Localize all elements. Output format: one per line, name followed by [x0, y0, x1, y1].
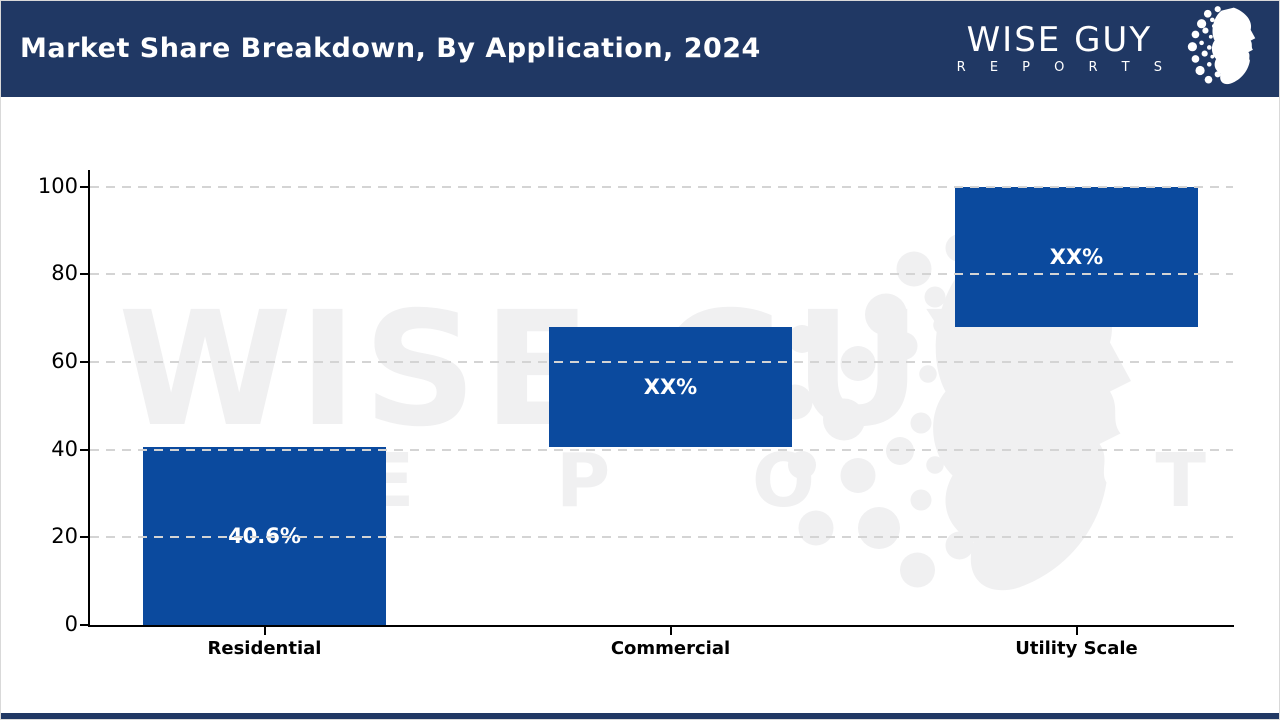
y-tick-label-20: 20: [51, 524, 78, 549]
watermark-face-icon: [777, 234, 1131, 591]
footer-bar: [0, 713, 1280, 720]
y-tick-mark-80: [80, 273, 88, 276]
x-tick-mark-2: [669, 627, 672, 635]
y-axis-line: [88, 170, 90, 627]
gridline-60: [90, 360, 1233, 363]
gridline-20: [90, 536, 1233, 539]
y-tick-mark-60: [80, 360, 88, 363]
y-tick-label-80: 80: [51, 261, 78, 286]
y-tick-label-100: 100: [37, 173, 78, 198]
logo-text: WISE GUY R E P O R T S: [947, 23, 1172, 74]
bar-commercial: XX%: [549, 326, 792, 447]
page-title: Market Share Breakdown, By Application, …: [20, 33, 761, 64]
logo-face-icon: [1187, 5, 1256, 84]
header-bar: Market Share Breakdown, By Application, …: [0, 0, 1280, 97]
x-tick-label-3: Utility Scale: [1015, 638, 1138, 659]
bar-residential: 40.6%: [143, 446, 386, 625]
x-tick-label-1: Residential: [207, 638, 322, 659]
gridline-40: [90, 448, 1233, 451]
gridline-80: [90, 273, 1233, 276]
x-tick-mark-3: [1075, 627, 1078, 635]
x-tick-label-2: Commercial: [610, 638, 731, 659]
gridline-100: [90, 185, 1233, 188]
y-tick-mark-0: [80, 624, 88, 626]
y-tick-label-0: 0: [64, 612, 78, 636]
x-tick-mark-1: [263, 627, 266, 635]
wise-guy-reports-logo: WISE GUY R E P O R T S: [947, 3, 1280, 95]
bar-value-label: XX%: [643, 374, 698, 399]
bar-utility-scale: XX%: [955, 186, 1198, 327]
logo-wise-guy-text: WISE GUY: [966, 20, 1153, 60]
logo-reports-text: R E P O R T S: [956, 60, 1172, 75]
y-tick-mark-100: [80, 185, 88, 188]
y-tick-label-60: 60: [51, 348, 78, 373]
bar-value-label: 40.6%: [228, 523, 301, 548]
y-tick-mark-40: [80, 448, 88, 451]
bar-value-label: XX%: [1049, 244, 1104, 269]
x-axis-line: [88, 625, 1234, 627]
y-tick-mark-20: [80, 536, 88, 539]
y-tick-label-40: 40: [51, 436, 78, 461]
